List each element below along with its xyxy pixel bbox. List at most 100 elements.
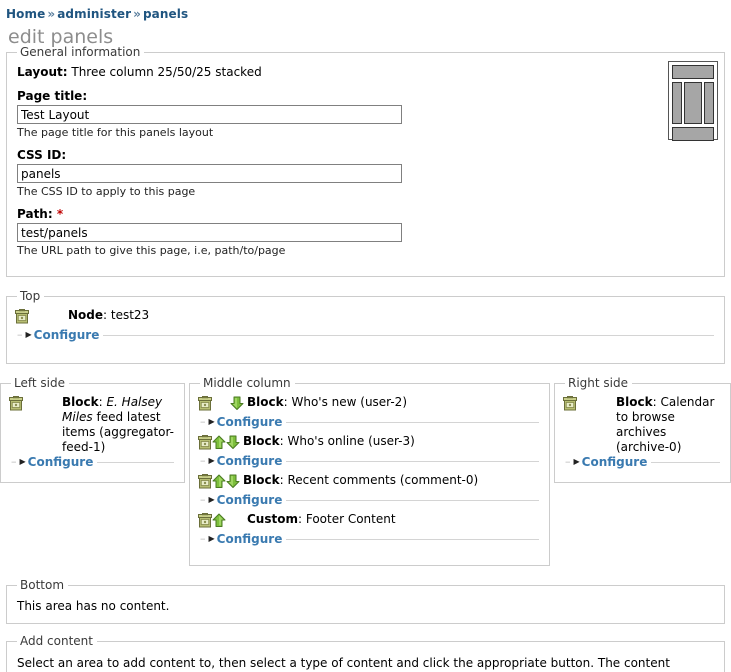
block-action-icons <box>563 395 613 415</box>
delete-trash-icon[interactable] <box>198 513 212 532</box>
configure-line: – ▶ Configure <box>563 455 722 469</box>
expand-triangle-icon[interactable]: ▶ <box>573 457 580 466</box>
block-row: Block: E. Halsey Miles feed latest items… <box>9 395 176 469</box>
path-field[interactable] <box>17 223 402 242</box>
icon-slot-empty <box>212 398 230 414</box>
area-left-fieldset: Left side Block: E. Halsey Miles feed la… <box>0 376 185 483</box>
block-action-icons <box>9 395 59 415</box>
area-bottom-empty-text: This area has no content. <box>17 599 170 613</box>
block-line: Block: Recent comments (comment-0) <box>198 473 541 493</box>
expand-triangle-icon[interactable]: ▶ <box>208 417 215 426</box>
configure-rule <box>103 334 714 336</box>
area-left-blocks: Block: E. Halsey Miles feed latest items… <box>9 395 176 469</box>
collapse-dash-icon: – <box>565 455 571 468</box>
path-label: Path: * <box>17 207 64 221</box>
layout-value: Three column 25/50/25 stacked <box>71 65 262 79</box>
block-row: Block: Calendar to browse archives (arch… <box>563 395 722 469</box>
pane-right-wrapper: Right side Block: Calendar to browse arc… <box>554 376 731 483</box>
layout-info: Layout: Three column 25/50/25 stacked <box>17 65 716 79</box>
configure-link[interactable]: Configure <box>216 454 283 468</box>
configure-line: – ▶ Configure <box>198 532 541 546</box>
general-information-legend: General information <box>20 45 141 59</box>
block-row: Block: Who's online (user-3) – ▶ Configure <box>198 434 541 468</box>
move-up-arrow-icon[interactable] <box>212 513 226 532</box>
delete-trash-icon[interactable] <box>198 435 212 454</box>
collapse-dash-icon: – <box>17 328 23 341</box>
thumb-right-column <box>704 82 714 124</box>
block-action-icons <box>15 308 65 328</box>
block-row: Node: test23 – ▶ Configure <box>15 308 716 342</box>
breadcrumb-separator-1: » <box>47 7 56 21</box>
block-label: Block: Who's new (user-2) <box>247 395 407 409</box>
configure-link[interactable]: Configure <box>216 493 283 507</box>
icon-slot-empty <box>29 311 47 327</box>
page-title-field[interactable] <box>17 105 402 124</box>
css-id-label: CSS ID: <box>17 148 67 162</box>
move-down-arrow-icon[interactable] <box>230 396 244 415</box>
block-label: Block: Who's online (user-3) <box>243 434 415 448</box>
configure-link[interactable]: Configure <box>33 328 100 342</box>
configure-link[interactable]: Configure <box>216 532 283 546</box>
block-action-icons <box>198 434 240 454</box>
block-line: Block: E. Halsey Miles feed latest items… <box>9 395 176 455</box>
breadcrumb-item-panels[interactable]: panels <box>142 7 189 21</box>
area-top-legend: Top <box>20 289 41 303</box>
block-line: Block: Calendar to browse archives (arch… <box>563 395 722 455</box>
area-left-legend: Left side <box>14 376 65 390</box>
configure-line: – ▶ Configure <box>15 328 716 342</box>
delete-trash-icon[interactable] <box>9 396 23 415</box>
delete-trash-icon[interactable] <box>15 309 29 328</box>
expand-triangle-icon[interactable]: ▶ <box>208 534 215 543</box>
move-down-arrow-icon[interactable] <box>226 435 240 454</box>
breadcrumb-item-home[interactable]: Home <box>6 7 46 21</box>
configure-rule <box>286 421 539 423</box>
block-line: Block: Who's online (user-3) <box>198 434 541 454</box>
expand-triangle-icon[interactable]: ▶ <box>19 457 26 466</box>
collapse-dash-icon: – <box>200 415 206 428</box>
area-bottom-legend: Bottom <box>20 578 65 592</box>
configure-rule <box>651 461 720 463</box>
configure-rule <box>286 538 539 540</box>
configure-link[interactable]: Configure <box>581 455 648 469</box>
configure-line: – ▶ Configure <box>198 415 541 429</box>
block-action-icons <box>198 473 240 493</box>
breadcrumb-item-administer[interactable]: administer <box>57 7 132 21</box>
configure-link[interactable]: Configure <box>27 455 94 469</box>
expand-triangle-icon[interactable]: ▶ <box>25 330 32 339</box>
area-top-fieldset: Top Node: test23 – ▶ Configure <box>6 289 725 364</box>
icon-slot-empty <box>47 311 65 327</box>
configure-link[interactable]: Configure <box>216 415 283 429</box>
page-title-label: Page title: <box>17 89 88 103</box>
form-item-path: Path: * The URL path to give this page, … <box>17 207 716 257</box>
move-down-arrow-icon[interactable] <box>226 474 240 493</box>
pane-middle-wrapper: Middle column Block: Who's new (user-2) –… <box>189 376 550 566</box>
block-label: Block: Calendar to browse archives (arch… <box>616 395 715 454</box>
layout-label: Layout: <box>17 65 68 79</box>
thumb-bottom-bar <box>672 127 714 141</box>
expand-triangle-icon[interactable]: ▶ <box>208 456 215 465</box>
css-id-field[interactable] <box>17 164 402 183</box>
add-content-legend: Add content <box>20 634 93 648</box>
area-middle-legend: Middle column <box>203 376 291 390</box>
configure-line: – ▶ Configure <box>198 454 541 468</box>
delete-trash-icon[interactable] <box>198 396 212 415</box>
thumb-left-column <box>672 82 682 124</box>
block-row: Custom: Footer Content – ▶ Configure <box>198 512 541 546</box>
move-up-arrow-icon[interactable] <box>212 435 226 454</box>
delete-trash-icon[interactable] <box>198 474 212 493</box>
block-row: Block: Who's new (user-2) – ▶ Configure <box>198 395 541 429</box>
pane-left-wrapper: Left side Block: E. Halsey Miles feed la… <box>0 376 185 483</box>
area-right-legend: Right side <box>568 376 628 390</box>
area-right-fieldset: Right side Block: Calendar to browse arc… <box>554 376 731 483</box>
expand-triangle-icon[interactable]: ▶ <box>208 495 215 504</box>
area-right-blocks: Block: Calendar to browse archives (arch… <box>563 395 722 469</box>
icon-slot-empty <box>41 398 59 414</box>
delete-trash-icon[interactable] <box>563 396 577 415</box>
block-line: Node: test23 <box>15 308 716 328</box>
block-line: Block: Who's new (user-2) <box>198 395 541 415</box>
path-description: The URL path to give this page, i.e, pat… <box>17 244 286 257</box>
move-up-arrow-icon[interactable] <box>212 474 226 493</box>
thumb-middle-column <box>683 82 703 124</box>
add-content-text: Select an area to add content to, then s… <box>17 656 670 670</box>
